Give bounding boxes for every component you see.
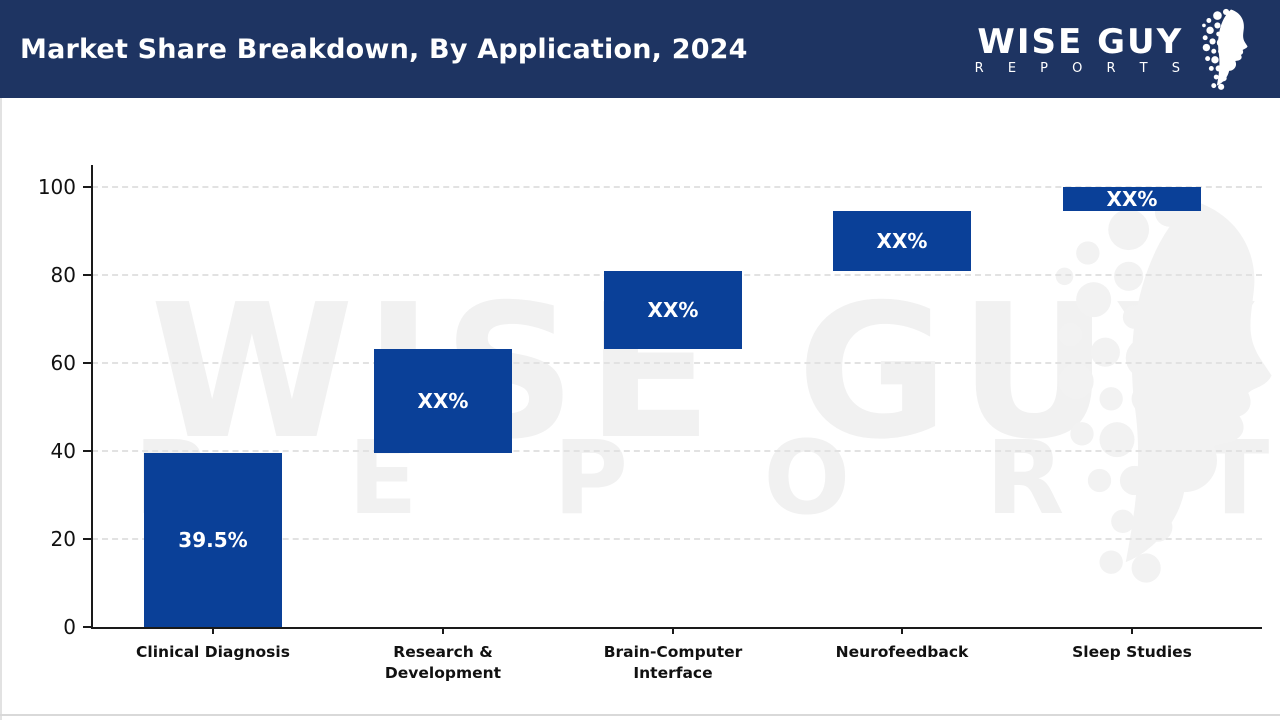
bar-brain-computer-interface: XX% [604, 271, 742, 349]
x-tick-neurofeedback [901, 627, 903, 634]
bar-value-label-clinical-diagnosis: 39.5% [178, 528, 248, 553]
gridline-40 [92, 450, 1262, 452]
y-tick-label-100: 100 [37, 175, 76, 199]
x-axis-line [91, 627, 1262, 629]
plot-region: 0 20 40 60 80 100 39.5% Clinical Diagnosis XX% Re… [2, 98, 1280, 720]
bar-research-development: XX% [374, 348, 512, 454]
header-band: Market Share Breakdown, By Application, … [0, 0, 1280, 98]
x-tick-research-development [442, 627, 444, 634]
x-axis-label-neurofeedback: Neurofeedback [835, 643, 969, 661]
y-tick-20 [83, 538, 92, 540]
bar-neurofeedback: XX% [833, 210, 971, 272]
x-tick-brain-computer-interface [672, 627, 674, 634]
bar-value-label-brain-computer-interface: XX% [647, 298, 699, 323]
y-axis-line [91, 165, 93, 629]
gridline-20 [92, 538, 1262, 540]
x-tick-sleep-studies [1131, 627, 1133, 634]
bar-value-label-sleep-studies: XX% [1106, 186, 1158, 211]
x-tick-clinical-diagnosis [212, 627, 214, 634]
y-tick-40 [83, 450, 92, 452]
x-axis-label-sleep-studies: Sleep Studies [1072, 643, 1192, 661]
page-title: Market Share Breakdown, By Application, … [20, 33, 748, 65]
y-tick-label-80: 80 [50, 263, 76, 287]
brand-logo-text: WISE GUY R E P O R T S [971, 25, 1190, 75]
dotted-head-logo-icon [1202, 8, 1248, 90]
x-axis-label-brain-computer-interface: Brain-Computer Interface [603, 643, 743, 682]
y-tick-100 [83, 186, 92, 188]
y-tick-80 [83, 274, 92, 276]
brand-name: WISE GUY [977, 22, 1184, 62]
y-tick-label-0: 0 [63, 615, 76, 639]
y-tick-label-60: 60 [50, 351, 76, 375]
y-tick-60 [83, 362, 92, 364]
gridline-60 [92, 362, 1262, 364]
bottom-divider [0, 714, 1280, 716]
chart-area: WISE GUY R E P O R T S 02040608010039.5%… [0, 98, 1280, 720]
bar-value-label-research-development: XX% [417, 389, 469, 414]
y-tick-0 [83, 626, 92, 628]
x-axis-label-clinical-diagnosis: Clinical Diagnosis [136, 643, 290, 661]
bar-value-label-neurofeedback: XX% [876, 229, 928, 254]
brand-logo: WISE GUY R E P O R T S [971, 7, 1254, 93]
bar-sleep-studies: XX% [1063, 187, 1201, 211]
y-tick-label-40: 40 [50, 439, 76, 463]
y-tick-label-20: 20 [50, 527, 76, 551]
brand-subname: R E P O R T S [974, 61, 1190, 76]
x-axis-label-research-development: Research & Development [384, 643, 502, 682]
bar-clinical-diagnosis: 39.5% [144, 453, 282, 627]
gridline-100 [92, 186, 1262, 188]
